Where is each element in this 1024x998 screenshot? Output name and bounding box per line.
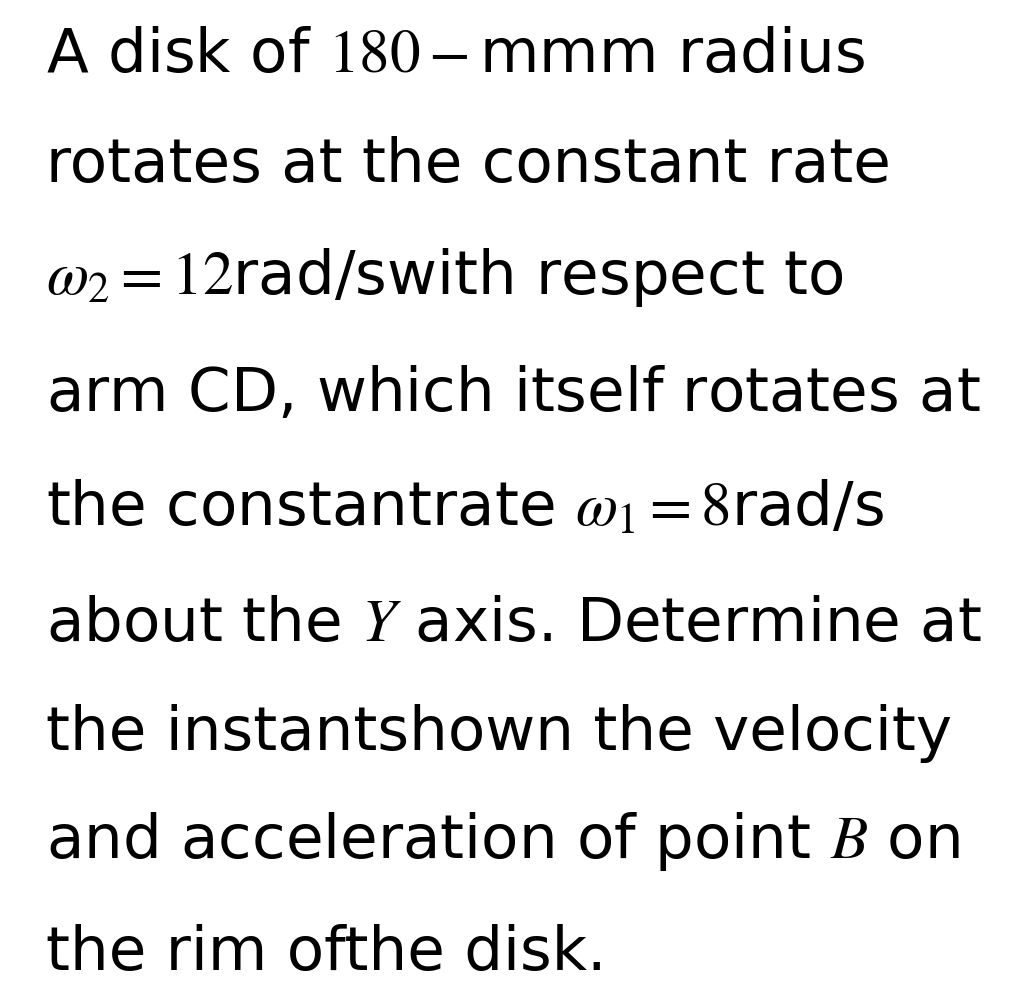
Text: arm $\mathregular{CD}$, which itself rotates at: arm $\mathregular{CD}$, which itself rot… [46,365,981,424]
Text: the instantshown the velocity: the instantshown the velocity [46,705,952,763]
Text: the constantrate $\omega_1 = 8\mathregular{rad/s}$: the constantrate $\omega_1 = 8\mathregul… [46,480,884,539]
Text: the rim ofthe disk.: the rim ofthe disk. [46,924,606,983]
Text: and acceleration of point $B$ on: and acceleration of point $B$ on [46,810,959,873]
Text: rotates at the constant rate: rotates at the constant rate [46,136,891,195]
Text: about the $Y$ axis. Determine at: about the $Y$ axis. Determine at [46,595,982,654]
Text: $\omega_2 = 12\mathregular{rad/s}$with respect to: $\omega_2 = 12\mathregular{rad/s}$with r… [46,247,844,309]
Text: A disk of $180-\mathregular{mmm}$ radius: A disk of $180-\mathregular{mmm}$ radius [46,26,865,85]
